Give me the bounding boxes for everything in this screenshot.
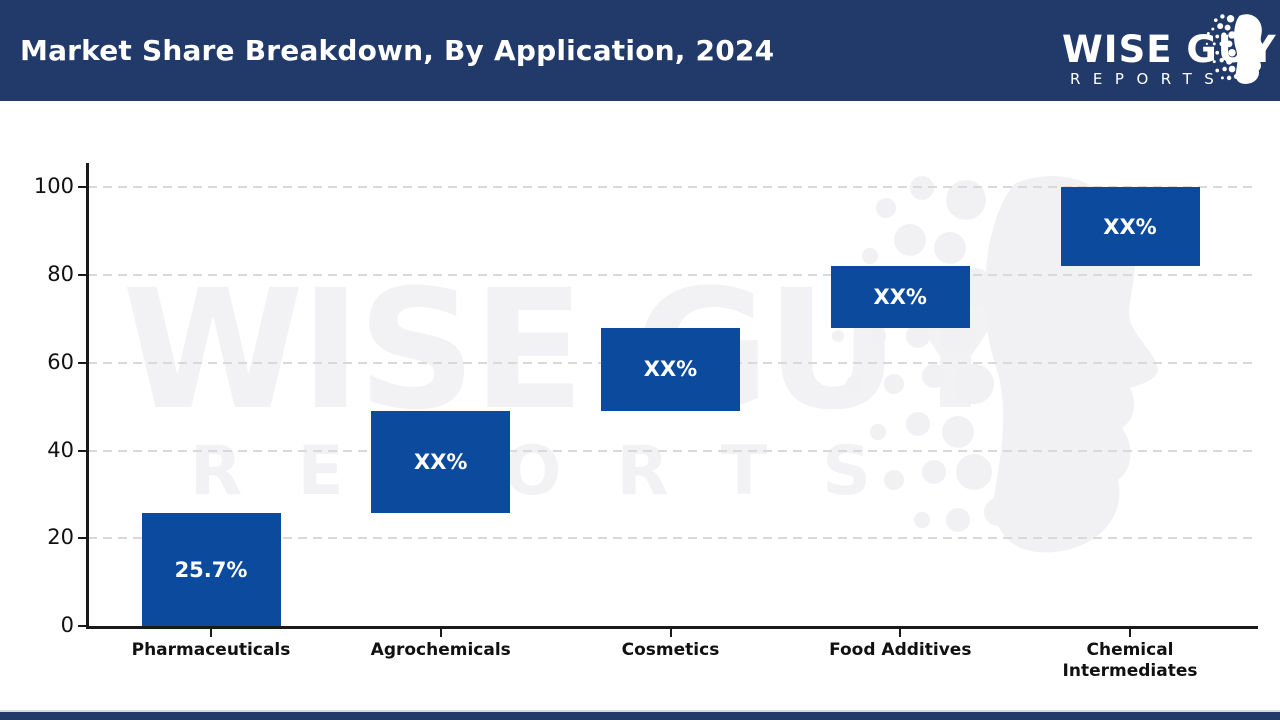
y-tick-label-80: 80 xyxy=(47,262,74,286)
y-tick-60 xyxy=(78,361,86,364)
x-category-label-food-additives: Food Additives xyxy=(829,640,972,660)
y-tick-label-40: 40 xyxy=(47,437,74,462)
x-category-label-agrochemicals: Agrochemicals xyxy=(370,640,511,660)
gridline-80 xyxy=(88,274,1258,276)
bar-value-label-pharmaceuticals: 25.7% xyxy=(174,557,248,582)
x-tick-food-additives xyxy=(899,629,902,637)
logo-head-icon xyxy=(1205,14,1267,84)
bar-agrochemicals: XX% xyxy=(371,411,511,514)
y-tick-label-20: 20 xyxy=(47,525,74,550)
watermark-subtitle: REPORTS xyxy=(190,432,927,511)
bar-value-label-chemical-intermediates: XX% xyxy=(1103,214,1157,239)
x-category-label-pharmaceuticals: Pharmaceuticals xyxy=(131,640,291,660)
bar-cosmetics: XX% xyxy=(601,327,740,411)
x-tick-pharmaceuticals xyxy=(210,629,212,637)
header-bar: Market Share Breakdown, By Application, … xyxy=(0,0,1280,101)
bar-value-label-agrochemicals: XX% xyxy=(414,450,468,475)
bar-value-label-food-additives: XX% xyxy=(873,284,927,309)
y-axis xyxy=(86,163,89,629)
wise-guy-logo: WISE GUY REPORTS xyxy=(1022,6,1276,98)
bar-pharmaceuticals: 25.7% xyxy=(141,513,281,626)
x-axis xyxy=(86,626,1258,629)
gridline-40 xyxy=(88,449,1258,452)
x-tick-cosmetics xyxy=(669,629,672,637)
page-title: Market Share Breakdown, By Application, … xyxy=(20,34,775,67)
y-tick-100 xyxy=(78,186,86,189)
x-tick-agrochemicals xyxy=(439,629,442,637)
y-tick-0 xyxy=(78,625,86,627)
footer-bar xyxy=(0,710,1280,720)
x-category-label-chemical-intermediates: Chemical Intermediates xyxy=(1062,640,1198,682)
logo-subtitle: REPORTS xyxy=(1070,70,1227,88)
x-tick-chemical-intermediates xyxy=(1129,629,1131,637)
gridline-20 xyxy=(88,537,1258,540)
bar-chemical-intermediates: XX% xyxy=(1060,187,1200,267)
y-tick-80 xyxy=(78,274,86,276)
y-tick-label-60: 60 xyxy=(47,349,74,374)
y-tick-label-100: 100 xyxy=(33,174,74,199)
x-category-label-cosmetics: Cosmetics xyxy=(621,640,720,660)
gridline-100 xyxy=(88,186,1258,189)
y-tick-40 xyxy=(78,449,86,452)
bar-food-additives: XX% xyxy=(830,266,970,328)
y-tick-label-0: 0 xyxy=(60,613,74,637)
y-tick-20 xyxy=(78,537,86,540)
bar-value-label-cosmetics: XX% xyxy=(643,357,698,382)
